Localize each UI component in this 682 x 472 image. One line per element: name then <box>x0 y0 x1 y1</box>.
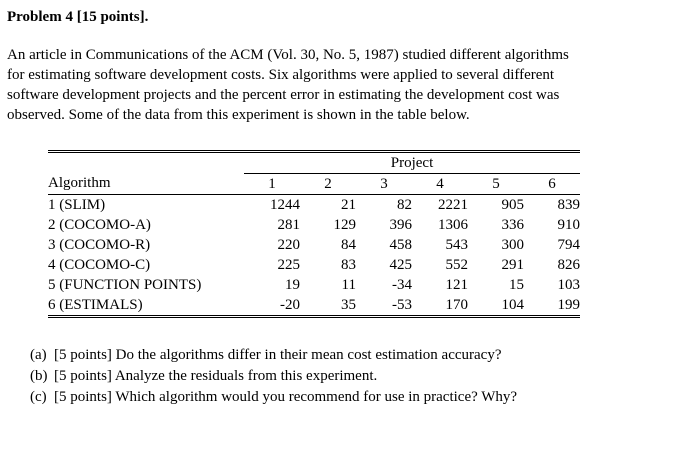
value-cell: 336 <box>501 216 525 233</box>
question-text: [5 points] Do the algorithms differ in t… <box>54 347 502 363</box>
question-c: (c) [5 points] Which algorithm would you … <box>30 387 682 408</box>
questions-list: (a) [5 points] Do the algorithms differ i… <box>30 345 682 408</box>
project-column-header: 3 <box>356 173 412 195</box>
value-cell: -53 <box>392 296 412 313</box>
table-row: 6 (ESTIMALS) -20 35 -53 170 104 199 <box>48 295 580 317</box>
question-label: (c) <box>30 389 47 405</box>
algorithm-column-header: Algorithm <box>48 173 244 195</box>
algorithm-cell: 5 (FUNCTION POINTS) <box>48 276 202 293</box>
table-row: 5 (FUNCTION POINTS) 19 11 -34 121 15 103 <box>48 275 580 295</box>
value-cell: 19 <box>285 276 300 293</box>
value-cell: 291 <box>501 256 525 273</box>
algorithm-cell: 4 (COCOMO-C) <box>48 256 151 273</box>
value-cell: 170 <box>445 296 469 313</box>
value-cell: 1306 <box>438 216 468 233</box>
project-column-header: 4 <box>412 173 468 195</box>
value-cell: -34 <box>392 276 412 293</box>
value-cell: 15 <box>509 276 524 293</box>
project-column-header: 6 <box>524 173 580 195</box>
table-row: 3 (COCOMO-R) 220 84 458 543 300 794 <box>48 235 580 255</box>
project-group-header: Project <box>244 151 580 174</box>
value-cell: 21 <box>341 196 356 213</box>
value-cell: 83 <box>341 256 356 273</box>
value-cell: 103 <box>557 276 581 293</box>
value-cell: 84 <box>341 236 356 253</box>
algorithm-cell: 1 (SLIM) <box>48 196 106 213</box>
table-header-row: Algorithm 1 2 3 4 5 6 <box>48 173 580 195</box>
value-cell: 300 <box>501 236 525 253</box>
project-group-row: Project <box>48 151 580 174</box>
value-cell: 425 <box>389 256 413 273</box>
value-cell: 396 <box>389 216 413 233</box>
table-row: 4 (COCOMO-C) 225 83 425 552 291 826 <box>48 255 580 275</box>
question-a: (a) [5 points] Do the algorithms differ i… <box>30 345 682 366</box>
question-label: (b) <box>30 368 48 384</box>
question-text: [5 points] Which algorithm would you rec… <box>54 389 518 405</box>
value-cell: 104 <box>501 296 525 313</box>
project-column-header: 2 <box>300 173 356 195</box>
value-cell: 826 <box>557 256 581 273</box>
value-cell: 458 <box>389 236 413 253</box>
value-cell: 225 <box>277 256 301 273</box>
project-column-header: 1 <box>244 173 300 195</box>
table-corner-cell <box>48 152 244 174</box>
value-cell: 905 <box>501 196 525 213</box>
data-table: Project Algorithm 1 2 3 4 5 6 1 (SLIM) 1… <box>48 150 580 318</box>
question-b: (b) [5 points] Analyze the residuals from… <box>30 366 682 387</box>
project-column-header: 5 <box>468 173 524 195</box>
algorithm-cell: 3 (COCOMO-R) <box>48 236 151 253</box>
value-cell: 839 <box>557 196 581 213</box>
problem-title: Problem 4 [15 points]. <box>7 9 149 25</box>
value-cell: 220 <box>277 236 301 253</box>
value-cell: 199 <box>557 296 581 313</box>
value-cell: 121 <box>445 276 469 293</box>
table-row: 2 (COCOMO-A) 281 129 396 1306 336 910 <box>48 215 580 235</box>
value-cell: 552 <box>445 256 469 273</box>
value-cell: 11 <box>341 276 356 293</box>
value-cell: 794 <box>557 236 581 253</box>
value-cell: 82 <box>397 196 412 213</box>
algorithm-cell: 2 (COCOMO-A) <box>48 216 151 233</box>
value-cell: 35 <box>341 296 356 313</box>
intro-paragraph: An article in Communications of the ACM … <box>7 47 569 123</box>
question-text: [5 points] Analyze the residuals from th… <box>54 368 378 384</box>
question-label: (a) <box>30 347 47 363</box>
value-cell: 910 <box>557 216 581 233</box>
table-row: 1 (SLIM) 1244 21 82 2221 905 839 <box>48 195 580 216</box>
value-cell: 543 <box>445 236 469 253</box>
value-cell: 1244 <box>270 196 300 213</box>
algorithm-cell: 6 (ESTIMALS) <box>48 296 143 313</box>
value-cell: 281 <box>277 216 301 233</box>
value-cell: -20 <box>280 296 300 313</box>
value-cell: 129 <box>333 216 357 233</box>
value-cell: 2221 <box>438 196 468 213</box>
